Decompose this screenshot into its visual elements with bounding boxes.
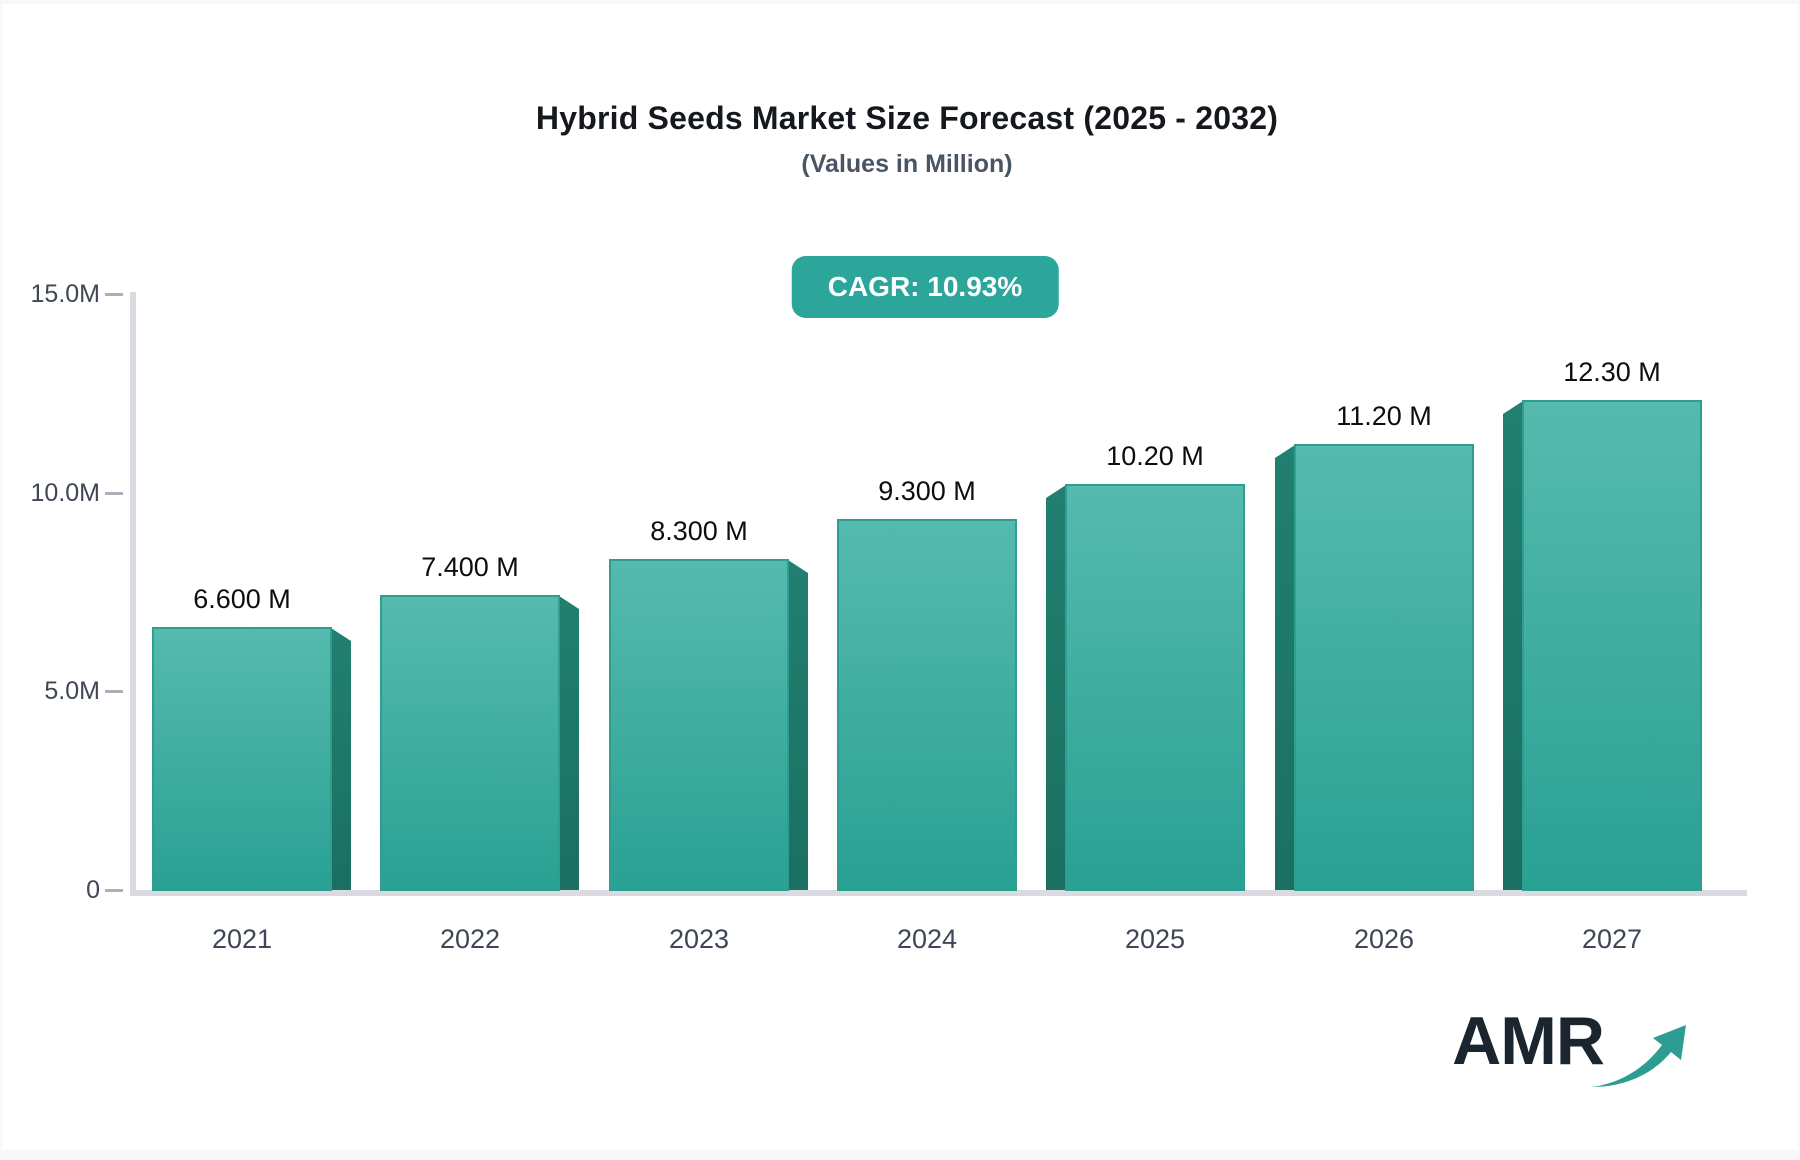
x-axis-label-2026: 2026 [1354,924,1414,955]
bar-value-label-2025: 10.20 M [1106,441,1204,472]
bar-side-2023 [788,560,808,890]
bar-value-label-2023: 8.300 M [650,516,748,547]
y-axis-tick-label: 15.0M [2,278,100,310]
bar-side-2025 [1046,485,1066,890]
chart-card: Hybrid Seeds Market Size Forecast (2025 … [2,4,1798,1150]
x-axis-label-2021: 2021 [212,924,272,955]
y-axis-tick-label: 0 [2,874,100,906]
bar-2022 [381,596,559,890]
amr-logo-text: AMR [1452,1007,1604,1075]
bar-2024 [838,520,1016,890]
bar-2026 [1295,445,1473,890]
growth-arrow-icon [1590,1005,1690,1098]
bar-side-2027 [1503,401,1523,890]
bar-value-label-2024: 9.300 M [878,476,976,507]
bar-side-2026 [1275,445,1295,890]
chart-subtitle: (Values in Million) [801,150,1012,179]
bar-value-label-2021: 6.600 M [193,584,291,615]
x-axis-label-2023: 2023 [669,924,729,955]
x-axis-label-2027: 2027 [1582,924,1642,955]
x-axis-label-2025: 2025 [1125,924,1185,955]
bar-2025 [1066,485,1244,890]
x-axis-label-2022: 2022 [440,924,500,955]
y-axis-tick [105,690,123,693]
cagr-badge: CAGR: 10.93% [792,256,1059,318]
x-axis-line [130,890,1747,896]
x-axis-label-2024: 2024 [897,924,957,955]
bar-2021 [153,628,331,890]
y-axis-tick [105,492,123,495]
y-axis-tick [105,293,123,296]
bar-2023 [610,560,788,890]
bar-side-2021 [331,628,351,890]
bar-2027 [1523,401,1701,890]
y-axis-tick-label: 5.0M [2,675,100,707]
bar-value-label-2026: 11.20 M [1336,401,1432,432]
bar-side-2022 [559,596,579,890]
y-axis-tick [105,889,123,892]
y-axis-line [130,292,136,896]
amr-logo: AMR [1452,1007,1690,1098]
chart-title: Hybrid Seeds Market Size Forecast (2025 … [536,100,1278,137]
bar-value-label-2027: 12.30 M [1563,357,1661,388]
bar-value-label-2022: 7.400 M [421,552,519,583]
y-axis-tick-label: 10.0M [2,477,100,509]
